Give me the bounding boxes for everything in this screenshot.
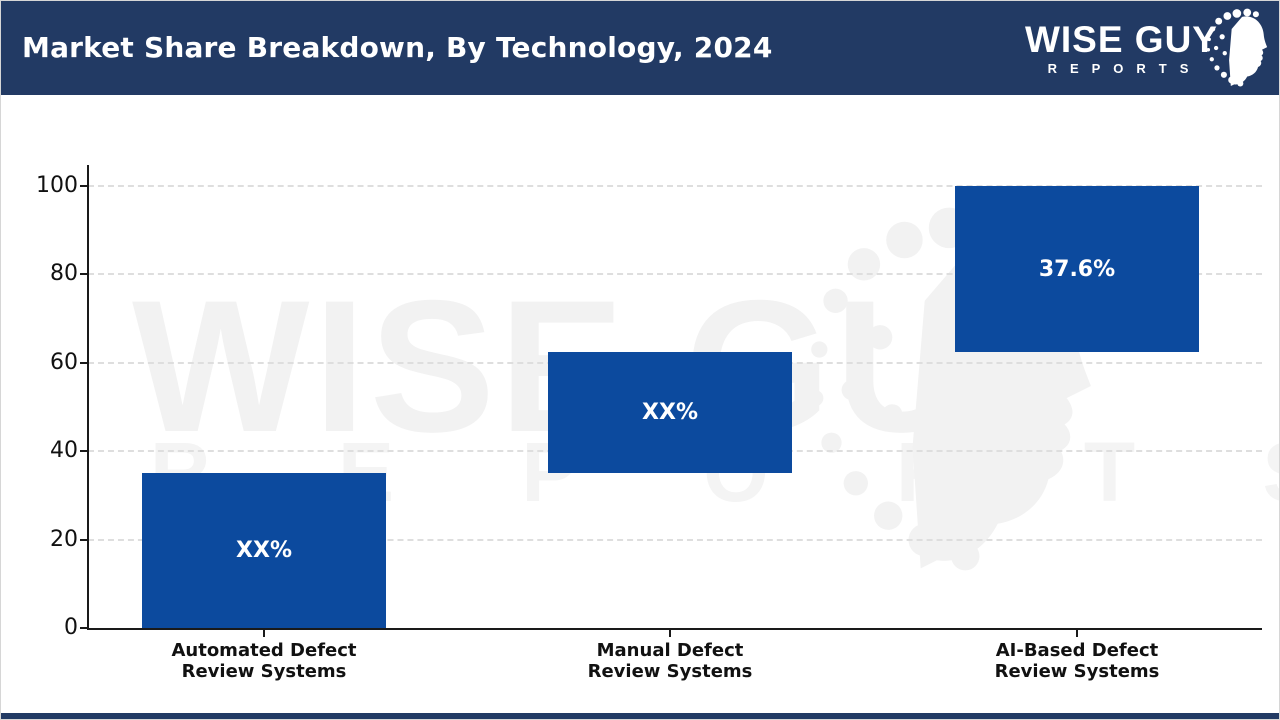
y-tick-label: 60 — [50, 349, 78, 375]
y-tick-label: 20 — [50, 526, 78, 552]
logo-subtitle: REPORTS — [1047, 60, 1202, 76]
y-tick-label: 80 — [50, 261, 78, 287]
y-tick-label: 0 — [64, 615, 78, 640]
logo-wordmark-block: WISE GUY REPORTS — [1025, 21, 1218, 75]
x-category-label-line: Review Systems — [181, 661, 347, 682]
header: Market Share Breakdown, By Technology, 2… — [0, 0, 1280, 95]
x-category-label-line: Automated Defect — [171, 640, 357, 661]
y-gridline — [88, 538, 1262, 541]
bar: XX% — [548, 352, 792, 474]
logo-wordmark: WISE GUY — [1024, 18, 1218, 60]
bar-value-label: XX% — [236, 538, 292, 564]
x-category-label: Automated Defect Review Systems — [94, 640, 434, 682]
bar-value-label: XX% — [642, 400, 698, 426]
x-category-label: AI-Based Defect Review Systems — [907, 640, 1247, 682]
y-tick-mark — [80, 185, 87, 187]
wiseguy-logo: WISE GUY REPORTS — [1025, 0, 1268, 95]
x-tick-mark — [669, 630, 671, 637]
y-tick-mark — [80, 361, 87, 364]
x-category-label: Manual Defect Review Systems — [500, 640, 840, 682]
y-tick-mark — [80, 627, 87, 629]
x-category-label-line: Review Systems — [994, 661, 1160, 682]
page-title: Market Share Breakdown, By Technology, 2… — [22, 31, 773, 64]
bar: XX% — [142, 473, 386, 628]
y-gridline — [88, 185, 1262, 187]
bar: 37.6% — [955, 186, 1199, 353]
y-tick-mark — [80, 538, 87, 541]
bar-value-label: 37.6% — [1038, 256, 1116, 282]
x-tick-mark — [1076, 630, 1078, 637]
x-axis-line — [87, 628, 1262, 630]
y-gridline — [88, 273, 1262, 276]
x-category-label-line: Review Systems — [587, 661, 753, 682]
y-tick-mark — [80, 450, 87, 453]
y-axis-line — [87, 165, 89, 630]
x-category-label-line: AI-Based Defect — [995, 640, 1159, 661]
x-tick-mark — [263, 630, 265, 637]
x-category-label-line: Manual Defect — [596, 640, 744, 661]
y-tick-label: 100 — [36, 173, 78, 198]
y-tick-label: 40 — [50, 438, 78, 464]
y-tick-mark — [80, 273, 87, 276]
footer-bar — [0, 713, 1280, 720]
